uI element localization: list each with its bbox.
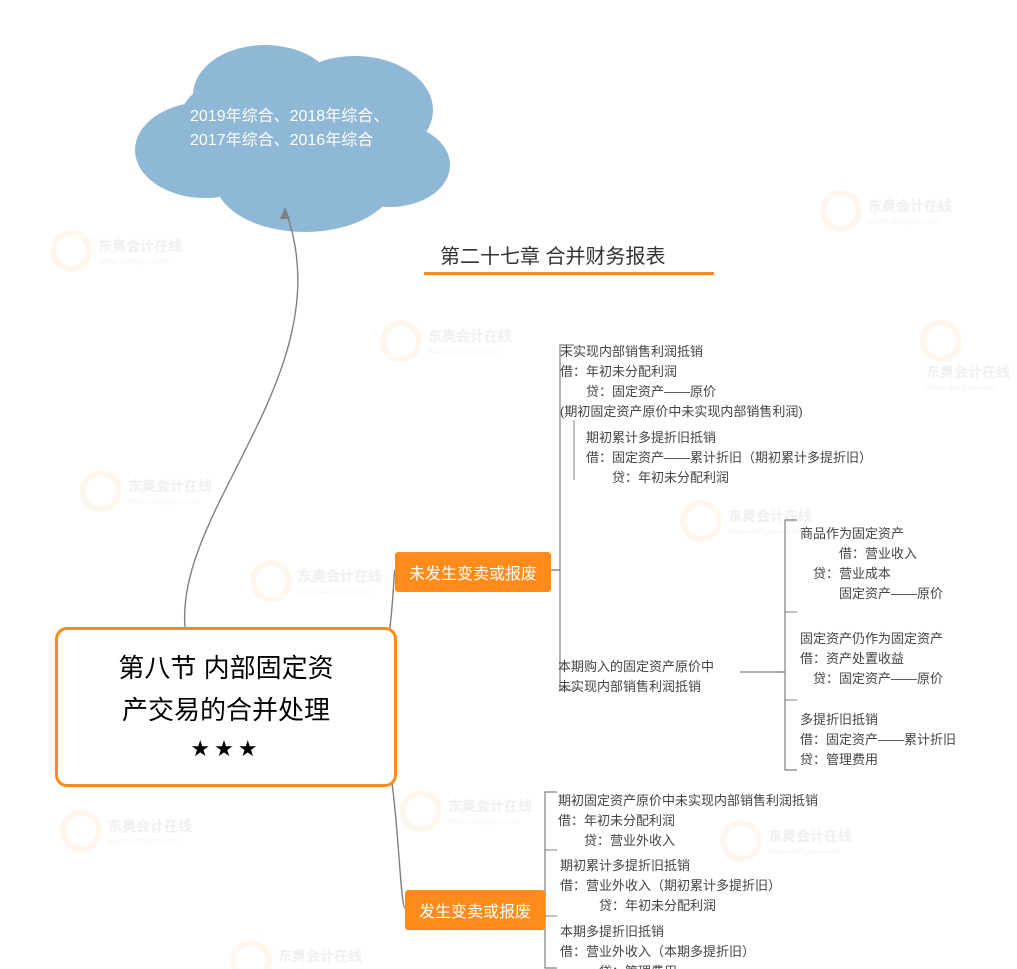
chapter-underline — [424, 272, 714, 275]
watermark: 东奥会计在线www.dongao.com — [400, 790, 532, 832]
leaf-l6: 多提折旧抵销 借：固定资产——累计折旧 贷：管理费用 — [800, 710, 956, 770]
watermark: 东奥会计在线www.dongao.com — [380, 320, 512, 362]
diagram-stage: 东奥会计在线www.dongao.com 东奥会计在线www.dongao.com… — [0, 0, 1017, 969]
leaf-l2: 期初累计多提折旧抵销 借：固定资产——累计折旧（期初累计多提折旧） 贷：年初未分… — [586, 428, 872, 488]
chapter-title: 第二十七章 合并财务报表 — [440, 240, 666, 269]
watermark: 东奥会计在线www.dongao.com — [230, 940, 362, 969]
watermark: 东奥会计在线www.dongao.com — [920, 320, 1017, 392]
watermark: 东奥会计在线www.dongao.com — [680, 500, 812, 542]
branch-b2: 发生变卖或报废 — [405, 890, 545, 930]
watermark: 东奥会计在线www.dongao.com — [80, 470, 212, 512]
root-line2: 产交易的合并处理 — [76, 690, 376, 732]
leaf-l1: 未实现内部销售利润抵销 借：年初未分配利润 贷：固定资产——原价 (期初固定资产… — [560, 342, 803, 423]
root-line1: 第八节 内部固定资 — [76, 648, 376, 690]
cloud-note: 2019年综合、2018年综合、2017年综合、2016年综合 — [180, 85, 430, 173]
leaf-l7: 期初固定资产原价中未实现内部销售利润抵销 借：年初未分配利润 贷：营业外收入 — [558, 791, 818, 851]
watermark: 东奥会计在线www.dongao.com — [60, 810, 192, 852]
root-stars: ★★★ — [76, 731, 376, 766]
watermark: 东奥会计在线www.dongao.com — [50, 230, 182, 272]
root-node: 第八节 内部固定资 产交易的合并处理 ★★★ — [55, 627, 397, 787]
leaf-l8: 期初累计多提折旧抵销 借：营业外收入（期初累计多提折旧） 贷：年初未分配利润 — [560, 856, 781, 916]
leaf-l4: 固定资产仍作为固定资产 借：资产处置收益 贷：固定资产——原价 — [800, 629, 943, 689]
watermark: 东奥会计在线www.dongao.com — [250, 560, 382, 602]
leaf-l3: 商品作为固定资产 借：营业收入 贷：营业成本 固定资产——原价 — [800, 524, 943, 605]
leaf-l9: 本期多提折旧抵销 借：营业外收入（本期多提折旧） 贷：管理费用 — [560, 922, 755, 969]
branch-b1: 未发生变卖或报废 — [395, 552, 551, 592]
leaf-l5: 本期购入的固定资产原价中 未实现内部销售利润抵销 — [558, 657, 714, 697]
watermark: 东奥会计在线www.dongao.com — [820, 190, 952, 232]
